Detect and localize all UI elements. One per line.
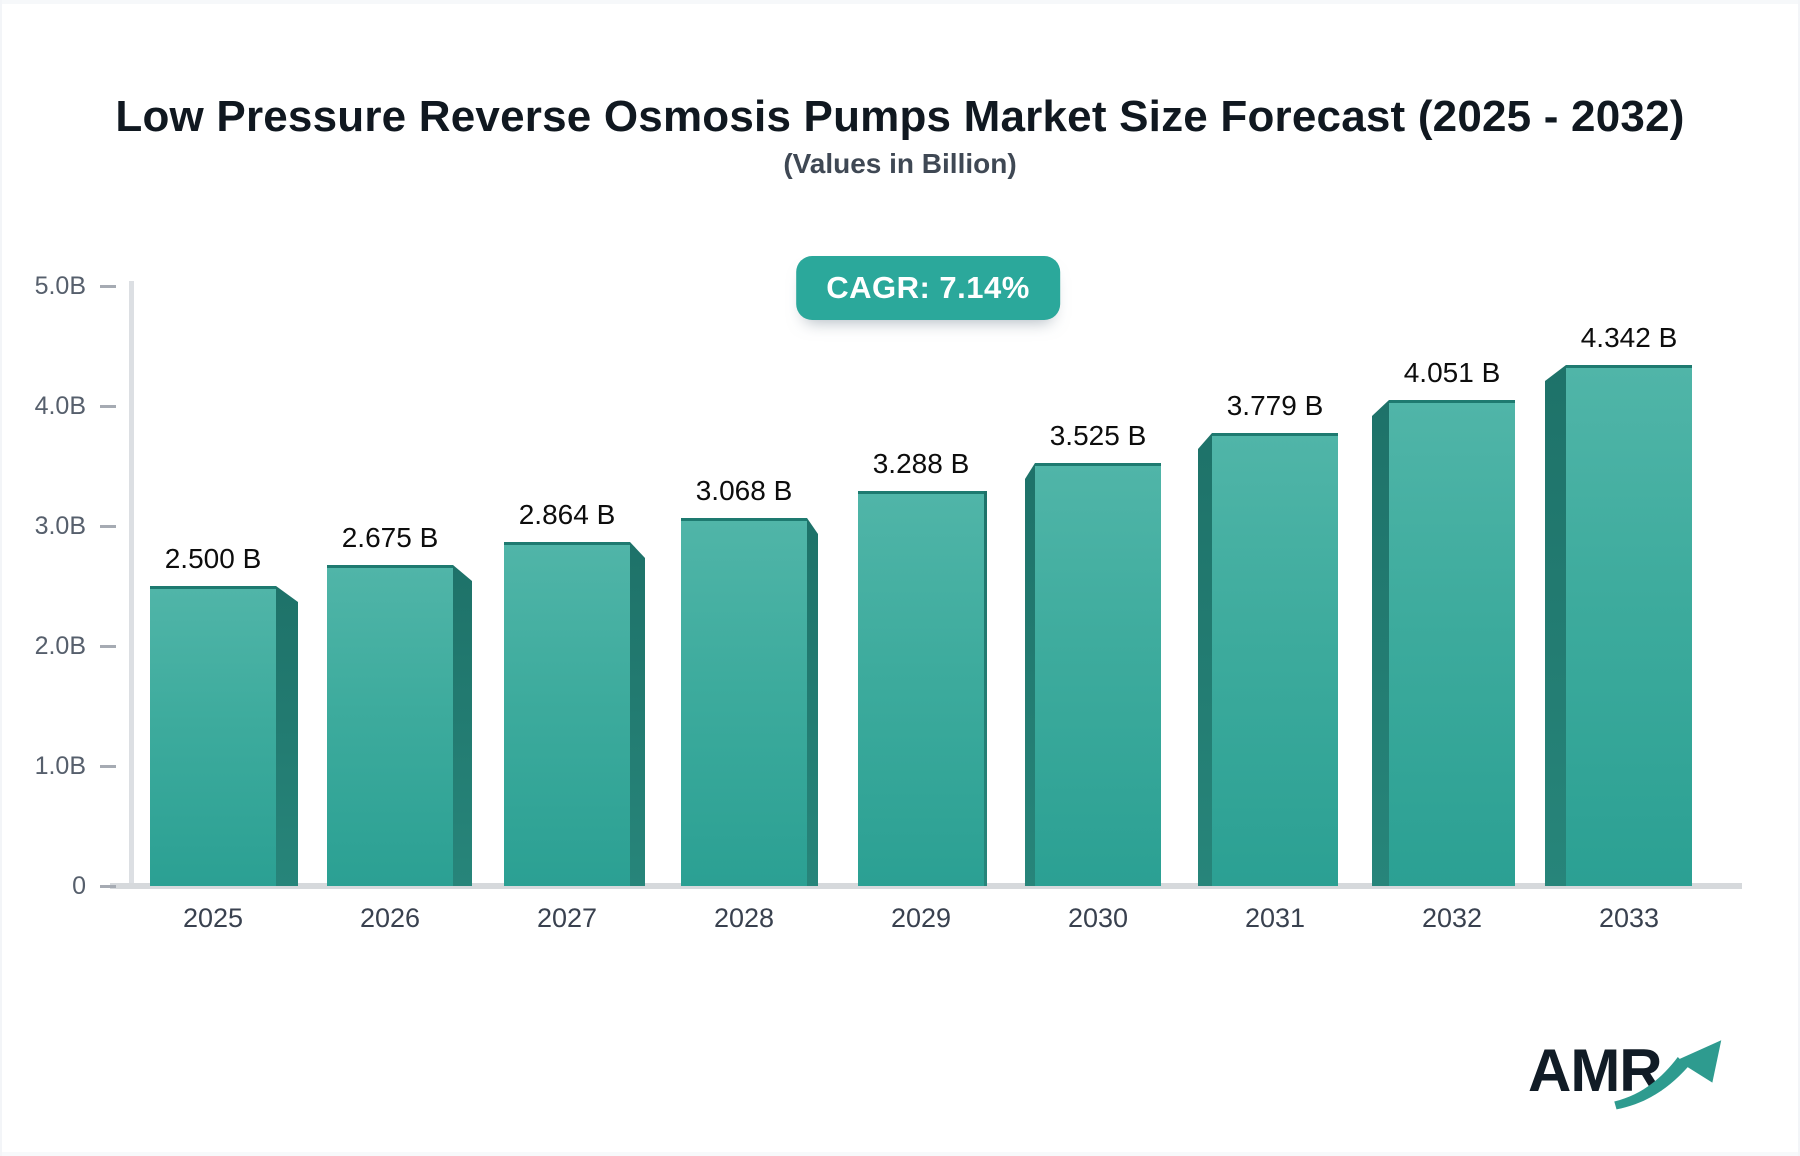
bar-2032	[1389, 400, 1515, 886]
bar-side-face	[1545, 365, 1566, 886]
y-axis-tick	[100, 405, 116, 408]
y-axis-label: 3.0B	[34, 512, 86, 540]
page-left-border	[0, 0, 2, 1156]
cagr-badge: CAGR: 7.14%	[796, 256, 1060, 320]
y-axis-tick	[100, 885, 116, 888]
y-axis-tick	[100, 765, 116, 768]
page-right-border	[1798, 0, 1800, 1156]
bar-2026	[327, 565, 453, 886]
x-axis-label: 2029	[890, 903, 952, 933]
y-axis-tick	[100, 525, 116, 528]
bar-2029	[858, 491, 984, 886]
y-axis-label: 0	[72, 872, 86, 900]
y-axis-line	[129, 281, 134, 886]
bar-value-label: 3.779 B	[1226, 390, 1324, 421]
page-top-border	[0, 0, 1800, 4]
y-axis-label: 4.0B	[34, 392, 86, 420]
x-axis-line	[110, 883, 1742, 889]
bar-value-label: 2.675 B	[341, 522, 439, 553]
bar-side-face	[630, 542, 645, 886]
bar-side-face	[276, 586, 298, 886]
x-axis-label: 2027	[536, 903, 598, 933]
x-axis-label: 2026	[359, 903, 421, 933]
chart-title: Low Pressure Reverse Osmosis Pumps Marke…	[115, 92, 1685, 141]
bar-value-label: 3.525 B	[1049, 420, 1147, 451]
y-axis-tick	[100, 285, 116, 288]
x-axis-label: 2025	[182, 903, 244, 933]
y-axis-label: 5.0B	[34, 272, 86, 300]
x-axis-label: 2033	[1598, 903, 1660, 933]
amr-logo: AMR	[1528, 1036, 1728, 1126]
x-axis-label: 2028	[713, 903, 775, 933]
bar-side-face	[807, 518, 818, 886]
chart-subtitle: (Values in Billion)	[783, 148, 1017, 179]
bar-2025	[150, 586, 276, 886]
bar-side-face	[1198, 433, 1212, 886]
y-axis-label: 1.0B	[34, 752, 86, 780]
x-axis-label: 2032	[1421, 903, 1483, 933]
bar-value-label: 4.342 B	[1580, 322, 1678, 353]
bar-side-face	[984, 491, 987, 886]
bar-side-face	[1372, 400, 1389, 886]
bar-side-face	[1025, 463, 1035, 886]
y-axis-label: 2.0B	[34, 632, 86, 660]
bar-value-label: 3.068 B	[695, 475, 793, 506]
bar-value-label: 2.500 B	[164, 543, 262, 574]
bar-value-label: 3.288 B	[872, 448, 970, 479]
bar-2027	[504, 542, 630, 886]
x-axis-label: 2031	[1244, 903, 1306, 933]
bar-2030	[1035, 463, 1161, 886]
bar-value-label: 4.051 B	[1403, 357, 1501, 388]
bar-side-face	[453, 565, 472, 886]
x-axis-label: 2030	[1067, 903, 1129, 933]
bar-2033	[1566, 365, 1692, 886]
bar-2028	[681, 518, 807, 886]
bar-value-label: 2.864 B	[518, 499, 616, 530]
bar-2031	[1212, 433, 1338, 886]
growth-arrow-icon	[1614, 1040, 1722, 1110]
y-axis-tick	[100, 645, 116, 648]
page-bottom-border	[0, 1152, 1800, 1156]
